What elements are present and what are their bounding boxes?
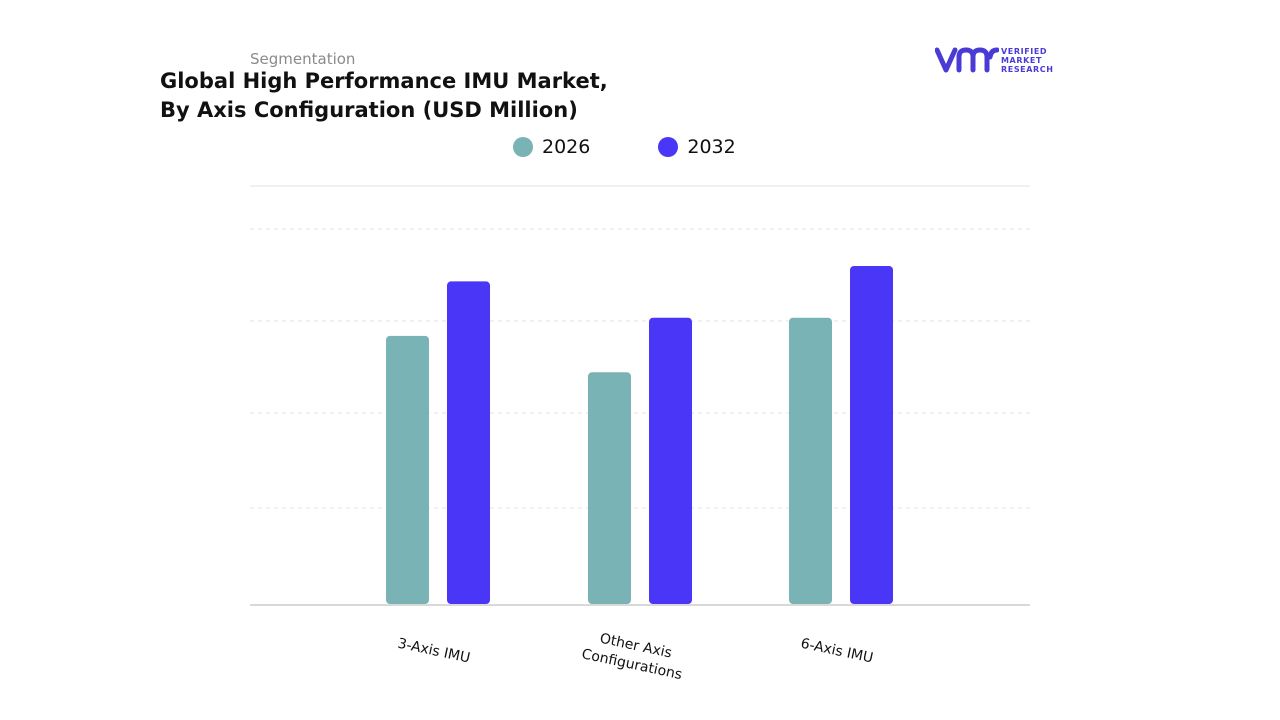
- legend-item-2026: 2026: [513, 136, 590, 158]
- x-tick-label-3-axis-imu: 3-Axis IMU: [396, 636, 471, 667]
- chart-legend: 2026 2032: [513, 136, 736, 158]
- logo-line-1: VERIFIED: [1001, 46, 1048, 56]
- logo-line-2: MARKET: [1001, 55, 1043, 65]
- bar-other-axis-configurations-2032: [649, 317, 692, 604]
- bar-6-axis-imu-2032: [850, 265, 893, 604]
- segment-label: Segmentation: [250, 50, 356, 68]
- chart-title-line-1: Global High Performance IMU Market,: [160, 69, 608, 93]
- x-tick-label-6-axis-imu: 6-Axis IMU: [799, 636, 874, 667]
- logo-line-3: RESEARCH: [1001, 64, 1054, 74]
- bar-6-axis-imu-2026: [789, 317, 832, 604]
- vmr-logo-text: VERIFIED MARKET RESEARCH: [1001, 47, 1054, 74]
- legend-marker-2032: [658, 137, 679, 157]
- legend-label-2032: 2032: [687, 136, 736, 158]
- bar-3-axis-imu-2032: [447, 281, 490, 604]
- chart-title: Global High Performance IMU Market, By A…: [160, 67, 608, 125]
- legend-marker-2026: [513, 137, 533, 157]
- bar-other-axis-configurations-2026: [588, 372, 631, 604]
- vmr-logo-icon: [935, 47, 999, 73]
- chart-title-line-2: By Axis Configuration (USD Million): [160, 98, 578, 122]
- x-tick-label-other-axis-configurations: Other AxisConfigurations: [580, 628, 687, 683]
- legend-label-2026: 2026: [542, 136, 591, 158]
- x-tick-label-line: 6-Axis IMU: [799, 636, 874, 667]
- x-tick-label-line: 3-Axis IMU: [396, 636, 471, 667]
- vmr-logo: VERIFIED MARKET RESEARCH: [935, 44, 1054, 76]
- bar-3-axis-imu-2026: [386, 335, 429, 604]
- legend-item-2032: 2032: [658, 136, 736, 158]
